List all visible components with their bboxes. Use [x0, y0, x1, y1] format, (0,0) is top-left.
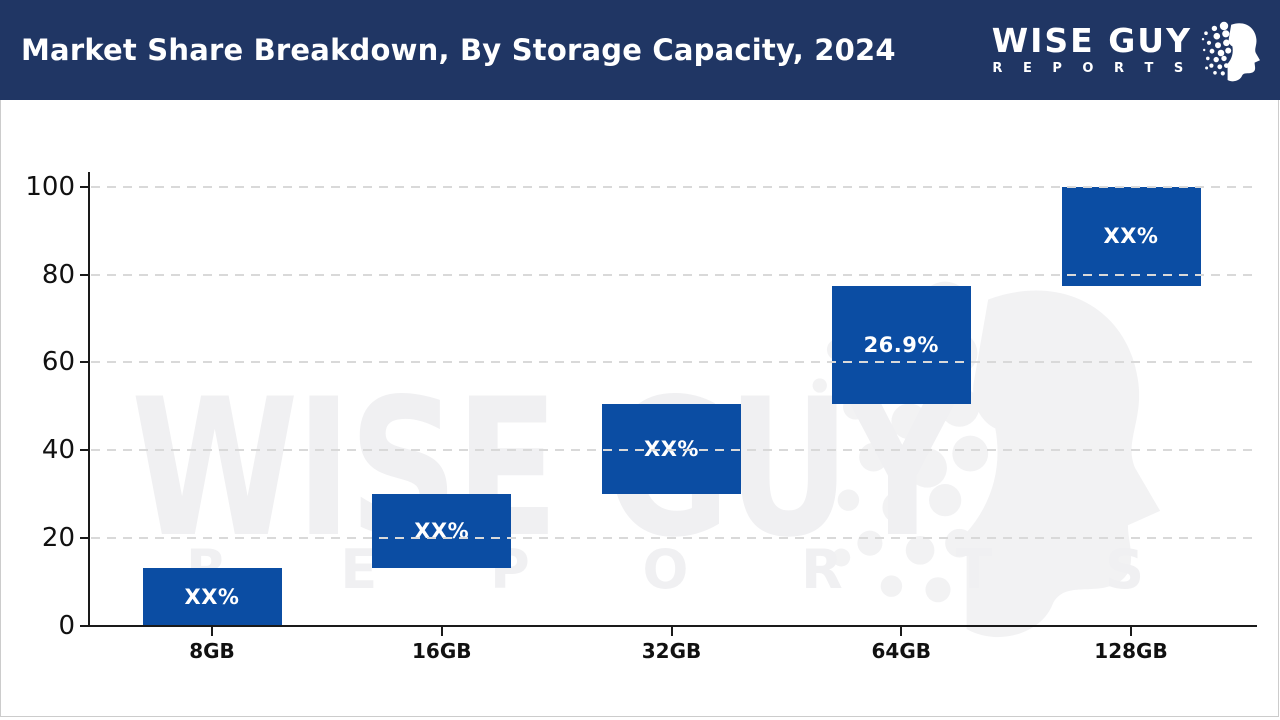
bar-value-label-128GB: XX%	[1103, 224, 1159, 249]
gridline-20	[91, 536, 1257, 539]
brand-logo: WISE GUY R E P O R T S	[992, 6, 1266, 94]
bar-32GB: XX%	[602, 403, 741, 494]
x-category-label-128GB: 128GB	[1094, 638, 1168, 663]
y-tick-100	[80, 186, 89, 188]
gridline-80	[91, 273, 1257, 276]
x-axis-line	[88, 625, 1257, 627]
y-tick-label-0: 0	[58, 610, 75, 641]
x-tick-128GB	[1130, 627, 1132, 636]
gridline-40	[91, 449, 1257, 452]
brand-subtitle: R E P O R T S	[992, 61, 1192, 76]
bar-value-label-8GB: XX%	[184, 584, 240, 609]
bar-8GB: XX%	[142, 568, 282, 626]
x-category-label-8GB: 8GB	[189, 638, 235, 663]
y-tick-60	[80, 361, 89, 364]
y-tick-20	[80, 536, 89, 539]
header-bar: Market Share Breakdown, By Storage Capac…	[0, 0, 1280, 100]
brand-logo-text: WISE GUY R E P O R T S	[992, 23, 1192, 77]
x-tick-64GB	[900, 627, 903, 636]
bar-value-label-64GB: 26.9%	[863, 332, 939, 357]
gridline-60	[91, 361, 1257, 364]
watermark-text: WISE GUY	[131, 358, 957, 579]
bar-128GB: XX%	[1061, 187, 1201, 286]
gridline-100	[91, 186, 1257, 188]
y-tick-label-60: 60	[41, 347, 75, 378]
bar-16GB: XX%	[372, 493, 512, 569]
chart-card: WISE GUY R E P O R T S XX% XX% XX% 26.9% XX%	[0, 100, 1279, 717]
bar-value-label-16GB: XX%	[414, 519, 470, 544]
y-tick-label-40: 40	[41, 435, 75, 466]
bar-64GB: 26.9%	[831, 285, 971, 404]
y-tick-label-20: 20	[41, 522, 75, 553]
y-axis-line	[88, 172, 90, 627]
x-tick-32GB	[670, 627, 673, 636]
brand-head-icon	[1201, 21, 1260, 82]
y-tick-0	[80, 624, 89, 627]
x-tick-16GB	[440, 627, 443, 636]
y-tick-80	[80, 273, 89, 276]
x-tick-8GB	[211, 627, 213, 636]
page-title: Market Share Breakdown, By Storage Capac…	[21, 33, 896, 67]
x-category-label-32GB: 32GB	[641, 638, 702, 663]
brand-name: WISE GUY	[991, 21, 1192, 60]
bar-value-label-32GB: XX%	[644, 436, 699, 461]
x-category-label-16GB: 16GB	[412, 638, 472, 663]
y-tick-40	[80, 449, 89, 452]
x-category-label-64GB: 64GB	[871, 638, 932, 663]
y-tick-label-80: 80	[41, 259, 75, 290]
plot-area: WISE GUY R E P O R T S XX% XX% XX% 26.9% XX%	[1, 100, 1278, 716]
y-tick-label-100: 100	[25, 172, 75, 202]
